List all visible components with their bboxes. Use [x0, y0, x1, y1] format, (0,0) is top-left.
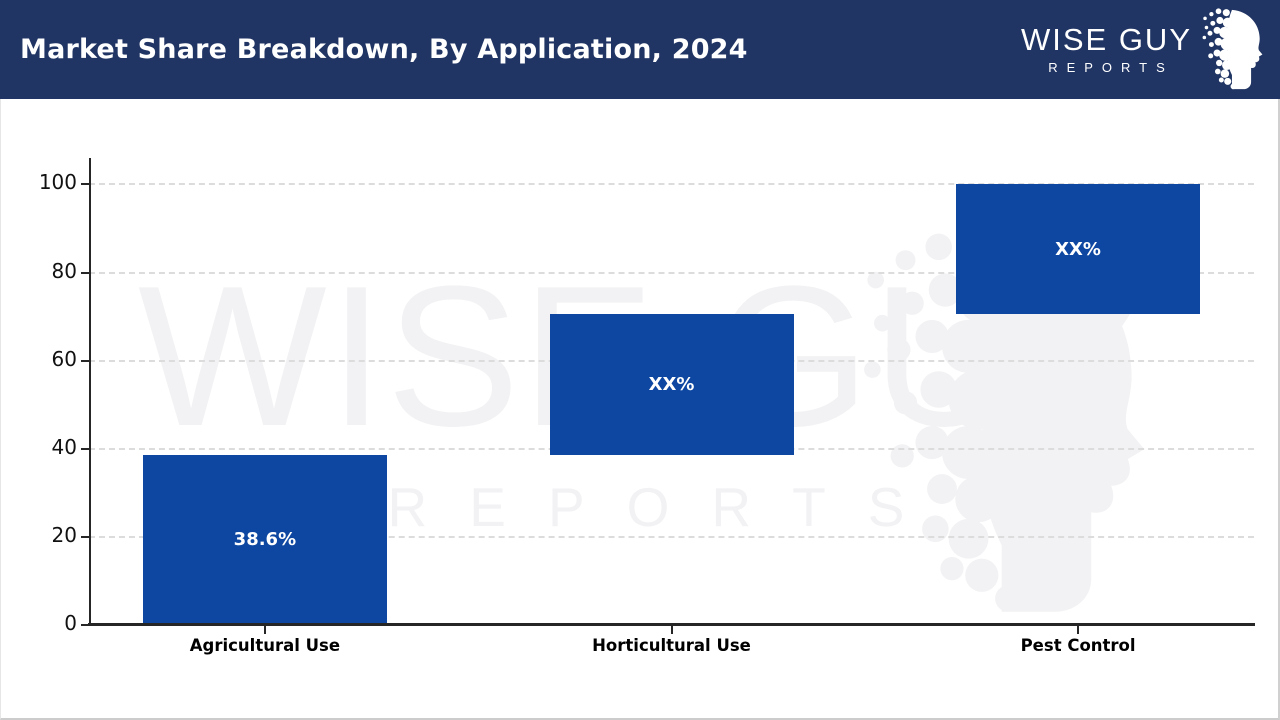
x-axis-tick [1077, 626, 1080, 634]
y-axis-tick [81, 624, 89, 626]
y-tick-label: 80 [51, 258, 77, 283]
x-tick-label: Horticultural Use [592, 636, 751, 655]
page-title: Market Share Breakdown, By Application, … [20, 34, 748, 65]
y-axis-spine [89, 158, 91, 625]
chart-canvas: WISE GUY REPORTS 0 20 40 60 80 100 38.6% Agricu… [0, 99, 1280, 720]
bar-value-label: XX% [1055, 238, 1101, 260]
logo-face-icon [1188, 7, 1266, 92]
x-axis-tick [263, 626, 266, 634]
bar: XX% [956, 184, 1201, 315]
bar: XX% [549, 314, 794, 455]
x-axis-spine [88, 623, 1255, 626]
y-tick-label: 0 [64, 611, 77, 635]
gridline [89, 183, 1254, 186]
bar-value-label: 38.6% [233, 529, 297, 551]
gridline [89, 271, 1254, 274]
y-axis-tick [81, 359, 89, 362]
y-axis-tick [81, 447, 89, 450]
gridline [89, 535, 1254, 538]
y-tick-label: 20 [51, 522, 77, 547]
header: Market Share Breakdown, By Application, … [0, 0, 1280, 99]
y-tick-label: 60 [51, 346, 77, 371]
y-tick-label: 100 [38, 170, 77, 195]
y-axis-tick [81, 535, 89, 538]
wiseguy-logo: WISE GUY REPORTS [1021, 7, 1266, 92]
logo-wordmark: WISE GUY [1020, 22, 1192, 57]
bar: 38.6% [142, 454, 387, 625]
logo-subtitle: REPORTS [1048, 60, 1174, 75]
y-tick-label: 40 [51, 434, 77, 459]
x-axis-tick [670, 626, 673, 634]
logo-text: WISE GUY REPORTS [1021, 24, 1192, 75]
y-axis-tick [81, 271, 89, 274]
x-tick-label: Pest Control [1020, 636, 1136, 655]
watermark-subtitle: REPORTS [387, 476, 947, 538]
bar-value-label: XX% [648, 374, 695, 396]
x-tick-label: Agricultural Use [189, 636, 341, 655]
y-axis-tick [81, 183, 89, 186]
